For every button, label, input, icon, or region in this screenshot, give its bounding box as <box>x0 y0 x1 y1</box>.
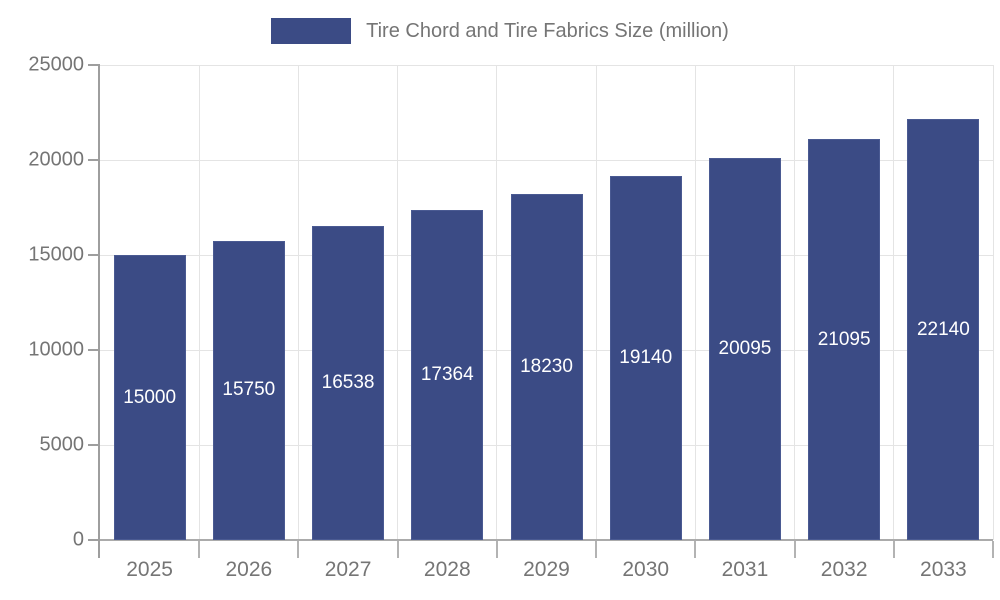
x-axis-tick <box>495 541 498 558</box>
y-axis-tick-label: 5000 <box>39 433 85 456</box>
bar-value-label: 17364 <box>420 364 474 386</box>
x-axis-tick <box>595 541 598 558</box>
x-axis-tick <box>198 541 201 558</box>
y-axis-tick-label: 15000 <box>28 243 84 266</box>
x-axis-tick <box>297 541 300 558</box>
x-axis-tick <box>793 541 796 558</box>
bar-value-label: 18230 <box>520 355 573 377</box>
y-axis-labels: 0 5000 10000 15000 20000 25000 <box>0 54 85 551</box>
gridline-vertical <box>297 65 299 540</box>
bar-2032: 21095 <box>808 139 881 540</box>
y-axis-tick <box>88 539 100 541</box>
legend-swatch <box>271 18 352 44</box>
bar-value-label: 20095 <box>718 338 772 360</box>
bar-2026: 15750 <box>212 240 285 540</box>
x-axis-tick <box>694 541 697 558</box>
y-axis-tick <box>88 254 100 256</box>
y-axis-tick <box>88 349 100 351</box>
x-axis-tick <box>992 541 994 558</box>
x-axis-baseline <box>100 539 993 541</box>
y-axis-tick <box>88 444 100 446</box>
gridline-horizontal <box>100 64 993 66</box>
bar-value-label: 21095 <box>817 328 871 350</box>
y-axis-line <box>98 65 100 558</box>
x-axis-tick-label: 2028 <box>423 558 471 581</box>
plot-area: 15000 15750 16538 17364 18230 19140 20095 21095… <box>88 64 994 558</box>
x-axis-tick-label: 2026 <box>225 558 273 581</box>
y-axis-tick-label: 10000 <box>28 338 84 361</box>
bar-value-label: 19140 <box>619 347 673 369</box>
gridline-vertical <box>496 65 498 540</box>
y-axis-tick <box>88 64 100 66</box>
bar-value-label: 15750 <box>222 379 276 401</box>
bar-value-label: 16538 <box>321 371 375 393</box>
gridline-vertical <box>794 65 796 540</box>
bar-2025: 15000 <box>113 255 186 540</box>
y-axis-tick-label: 0 <box>72 528 84 551</box>
gridline-horizontal <box>100 159 993 161</box>
x-axis-tick-label: 2025 <box>126 558 173 581</box>
y-axis-tick-label: 25000 <box>28 53 84 76</box>
bar-2033: 22140 <box>907 119 980 540</box>
bar-2028: 17364 <box>411 210 484 540</box>
bar-2029: 18230 <box>510 193 583 540</box>
bar-2030: 19140 <box>609 176 682 540</box>
bar-value-label: 22140 <box>916 318 970 340</box>
x-axis-tick-label: 2029 <box>523 558 570 581</box>
gridline-vertical <box>893 65 895 540</box>
bar-2031: 20095 <box>708 158 781 540</box>
gridline-vertical <box>198 65 200 540</box>
x-axis-tick-label: 2027 <box>324 558 372 581</box>
x-axis-tick <box>892 541 895 558</box>
legend: Tire Chord and Tire Fabrics Size (millio… <box>0 18 1000 44</box>
gridline-vertical <box>595 65 597 540</box>
y-axis-tick-label: 20000 <box>28 148 84 171</box>
gridline-vertical <box>694 65 696 540</box>
gridline-vertical <box>992 65 994 540</box>
y-axis-tick <box>88 159 100 161</box>
legend-label: Tire Chord and Tire Fabrics Size (millio… <box>366 19 729 42</box>
gridline-vertical <box>397 65 399 540</box>
x-axis-tick-label: 2033 <box>920 558 967 581</box>
x-axis-tick <box>396 541 399 558</box>
x-axis-labels: 2025 2026 2027 2028 2029 2030 2031 2032 2033 <box>100 558 993 588</box>
bar-2027: 16538 <box>312 225 385 540</box>
x-axis-tick-label: 2030 <box>622 558 670 581</box>
x-axis-tick-label: 2031 <box>721 558 769 581</box>
x-axis-tick-label: 2032 <box>820 558 868 581</box>
bar-value-label: 15000 <box>123 386 177 408</box>
